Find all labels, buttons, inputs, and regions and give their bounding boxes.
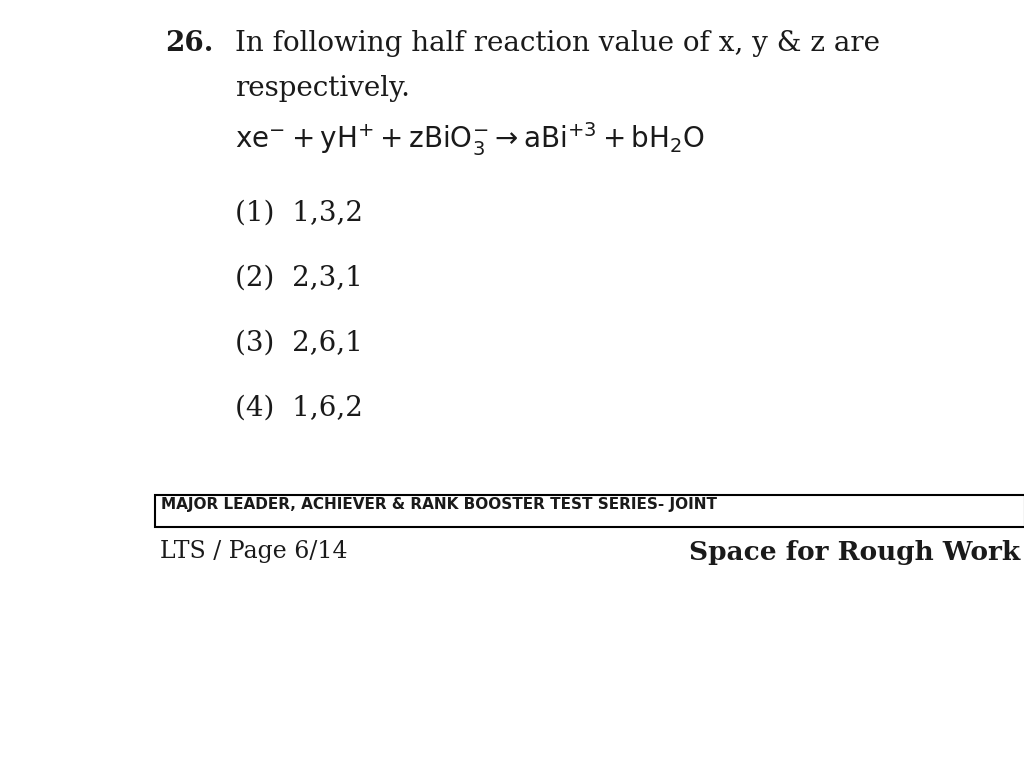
Text: MAJOR LEADER, ACHIEVER & RANK BOOSTER TEST SERIES- JOINT: MAJOR LEADER, ACHIEVER & RANK BOOSTER TE… — [161, 497, 717, 512]
FancyBboxPatch shape — [155, 495, 1024, 527]
Text: $\mathrm{xe^{-}+yH^{+}+zBiO_{3}^{-}\rightarrow aBi^{+3}+bH_{2}O}$: $\mathrm{xe^{-}+yH^{+}+zBiO_{3}^{-}\righ… — [234, 120, 705, 158]
Text: LTS / Page 6/14: LTS / Page 6/14 — [160, 540, 347, 563]
Text: (3)  2,6,1: (3) 2,6,1 — [234, 330, 362, 357]
Text: (1)  1,3,2: (1) 1,3,2 — [234, 200, 362, 227]
Text: In following half reaction value of x, y & z are: In following half reaction value of x, y… — [234, 30, 880, 57]
Text: Space for Rough Work: Space for Rough Work — [689, 540, 1020, 565]
Text: respectively.: respectively. — [234, 75, 410, 102]
Text: (2)  2,3,1: (2) 2,3,1 — [234, 265, 362, 292]
Text: (4)  1,6,2: (4) 1,6,2 — [234, 395, 362, 422]
Text: 26.: 26. — [165, 30, 213, 57]
